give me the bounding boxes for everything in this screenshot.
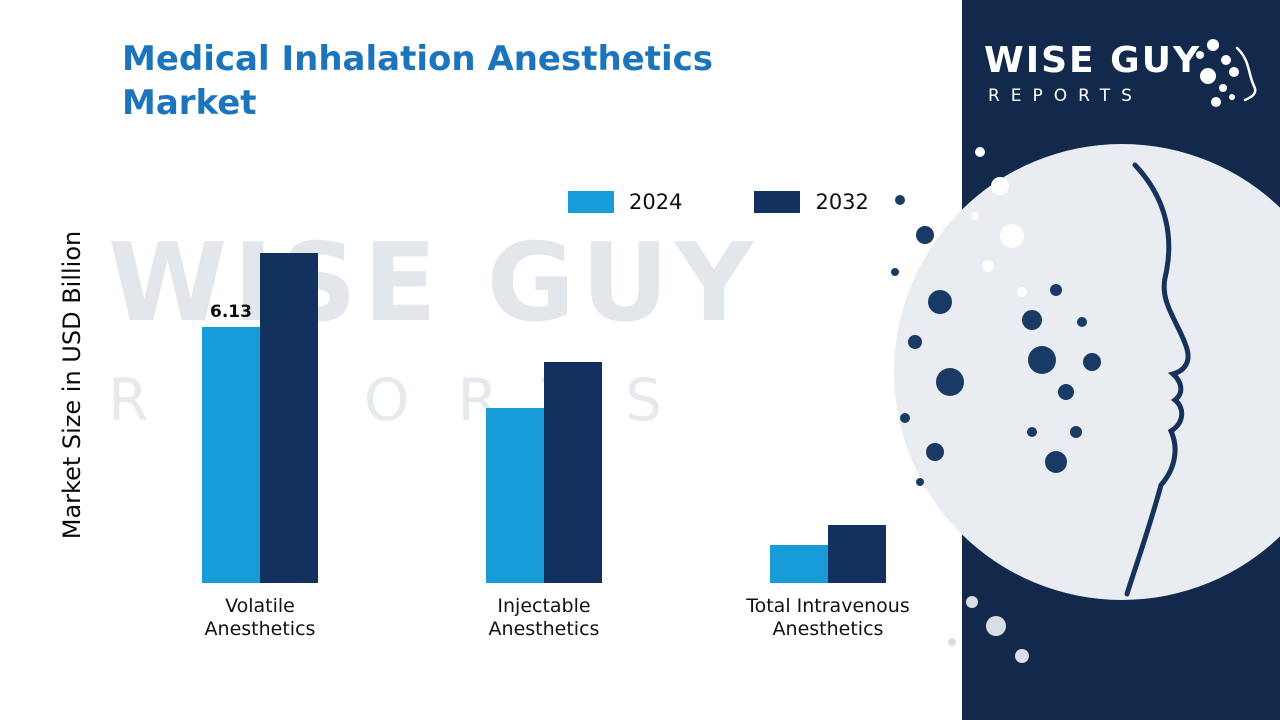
bar-wrap: 6.13 [202, 302, 260, 583]
y-axis-label: Market Size in USD Billion [58, 230, 86, 540]
chart-title: Medical Inhalation Anesthetics Market [122, 39, 714, 123]
bar-2024 [486, 408, 544, 583]
bar-2024 [770, 545, 828, 583]
bar-group: Total Intravenous Anesthetics [740, 228, 916, 641]
bar-2032 [544, 362, 602, 583]
bar-wrap [544, 362, 602, 583]
bar-wrap [770, 545, 828, 583]
bar-value-label: 6.13 [210, 302, 252, 322]
bar-2024 [202, 327, 260, 583]
bar-group: 6.13 Volatile Anesthetics [172, 228, 348, 641]
legend-label: 2024 [629, 190, 683, 214]
category-label: Injectable Anesthetics [488, 595, 600, 641]
brand-logo-subtitle: REPORTS [988, 86, 1143, 106]
category-label: Total Intravenous Anesthetics [746, 595, 910, 641]
bar-pair [770, 228, 886, 583]
bar-pair [486, 228, 602, 583]
bar-2032 [260, 253, 318, 583]
bar-pair: 6.13 [202, 228, 318, 583]
legend-swatch [754, 191, 801, 213]
bar-wrap [260, 253, 318, 583]
bar-wrap [486, 408, 544, 583]
brand-logo-name: WISE GUY [984, 40, 1202, 81]
bar-wrap [828, 525, 886, 583]
legend-item-2032: 2032 [754, 190, 869, 214]
legend-swatch [568, 191, 614, 213]
dotted-head-graphic [891, 39, 1280, 663]
category-label: Volatile Anesthetics [204, 595, 316, 641]
watermark-line1: WISE GUY [108, 221, 760, 346]
legend: 2024 2032 [568, 190, 869, 214]
legend-item-2024: 2024 [568, 190, 682, 214]
legend-label: 2032 [815, 190, 869, 214]
bar-group: Injectable Anesthetics [456, 228, 632, 641]
bar-chart: 6.13 Volatile Anesthetics Injectable Anest… [118, 228, 970, 641]
bar-2032 [828, 525, 886, 583]
